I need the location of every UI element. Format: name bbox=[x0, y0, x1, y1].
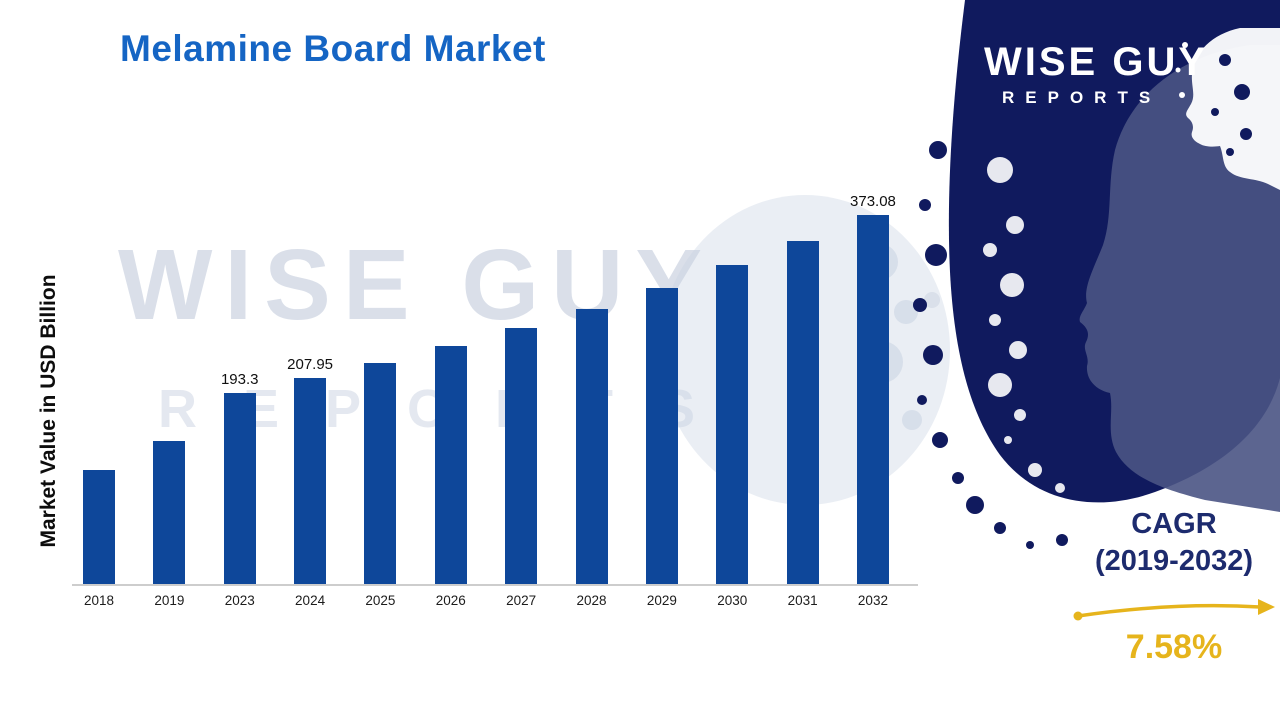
bar-2031 bbox=[786, 241, 819, 584]
page-title: Melamine Board Market bbox=[120, 28, 546, 69]
bar-2025 bbox=[364, 363, 397, 584]
x-axis-label-2018: 2018 bbox=[83, 593, 115, 608]
bar-group-2025: 2025 bbox=[363, 363, 397, 608]
x-axis-label-2025: 2025 bbox=[365, 593, 396, 608]
bar-group-2029: 2029 bbox=[645, 288, 679, 608]
bar-2024 bbox=[294, 378, 327, 584]
bar-2018 bbox=[83, 470, 115, 584]
bar-2030 bbox=[716, 265, 749, 584]
x-axis-label-2026: 2026 bbox=[435, 593, 466, 608]
cagr-label-line2: (2019-2032) bbox=[1095, 545, 1253, 577]
bar-group-2030: 2030 bbox=[715, 265, 749, 608]
bar-group-2031: 2031 bbox=[786, 241, 820, 608]
cagr-label: CAGR (2019-2032) bbox=[1068, 506, 1280, 580]
bar-group-2019: 2019 bbox=[152, 441, 186, 608]
x-axis-label-2030: 2030 bbox=[717, 593, 748, 608]
x-axis-label-2027: 2027 bbox=[506, 593, 537, 608]
x-axis-label-2023: 2023 bbox=[224, 593, 255, 608]
cagr-value: 7.58% bbox=[1125, 628, 1223, 666]
logo-reports: REPORTS bbox=[1002, 88, 1162, 107]
bar-group-2028: 2028 bbox=[575, 309, 609, 608]
x-axis-label-2019: 2019 bbox=[154, 593, 185, 608]
y-axis-title: Market Value in USD Billion bbox=[37, 274, 60, 548]
bar-group-2032: 373.08 2032 bbox=[850, 193, 896, 608]
x-axis-label-2029: 2029 bbox=[646, 593, 677, 608]
bar-group-2023: 193.3 2023 bbox=[220, 371, 259, 608]
bar-2029 bbox=[645, 288, 678, 584]
bar-group-2024: 207.95 2024 bbox=[287, 356, 333, 608]
x-axis-line bbox=[72, 584, 918, 586]
halftone-dots-outer bbox=[913, 141, 1068, 549]
face-silhouette-icon bbox=[1079, 45, 1280, 512]
bar-2023 bbox=[223, 393, 256, 584]
cagr-arrow-icon bbox=[1073, 599, 1275, 621]
x-axis-label-2028: 2028 bbox=[576, 593, 607, 608]
bar-2026 bbox=[434, 346, 467, 584]
x-axis-label-2031: 2031 bbox=[787, 593, 818, 608]
bar-2032 bbox=[856, 215, 889, 584]
bar-chart: 2018 2019 193.3 2023 207.95 2024 2025 2026 2027 2… bbox=[82, 193, 896, 608]
bar-value-label-2032: 373.08 bbox=[850, 193, 896, 210]
halftone-dots-inner bbox=[983, 157, 1065, 493]
bar-value-label-2024: 207.95 bbox=[287, 356, 334, 373]
x-axis-label-2024: 2024 bbox=[295, 593, 326, 608]
bar-2027 bbox=[505, 328, 538, 584]
bar-group-2018: 2018 bbox=[82, 470, 116, 608]
bar-2028 bbox=[575, 309, 608, 584]
bar-2019 bbox=[153, 441, 186, 584]
cagr-label-line1: CAGR bbox=[1131, 508, 1217, 540]
bar-group-2027: 2027 bbox=[504, 328, 538, 608]
logo-wordmark: WISE GUY bbox=[984, 40, 1209, 84]
bar-group-2026: 2026 bbox=[434, 346, 468, 608]
bar-value-label-2023: 193.3 bbox=[220, 371, 259, 388]
x-axis-label-2032: 2032 bbox=[857, 593, 888, 608]
